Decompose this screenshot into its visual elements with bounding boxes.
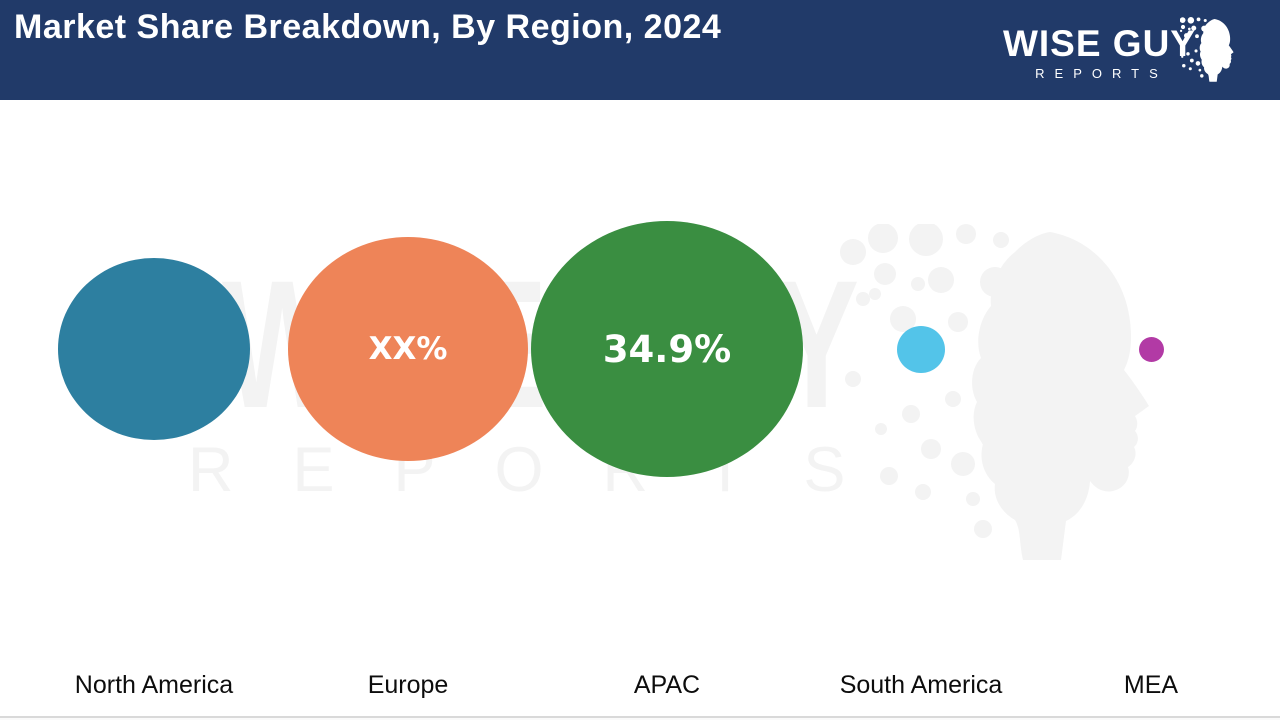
bottom-strip — [0, 718, 1280, 720]
bubble-value-label: 34.9% — [602, 327, 732, 371]
axis-label-apac: APAC — [633, 671, 701, 699]
head-profile-dots-watermark — [823, 224, 1163, 564]
watermark-subtext: REPORTS — [188, 435, 905, 505]
axis-label-north-america: North America — [74, 671, 234, 699]
bubble-value-label: XX% — [368, 331, 448, 367]
chart-title: Market Share Breakdown, By Region, 2024 — [14, 8, 722, 46]
bubble-north-america — [58, 258, 250, 440]
bubble-mea — [1138, 336, 1164, 362]
bubble-europe: XX% — [288, 237, 528, 461]
brand-logo: WISE GUY REPORTS — [1003, 6, 1266, 94]
header-bar: Market Share Breakdown, By Region, 2024 … — [0, 0, 1280, 100]
axis-label-mea: MEA — [1123, 671, 1179, 699]
brand-logo-text: WISE GUY REPORTS — [1002, 23, 1196, 81]
bubble-south-america — [897, 325, 945, 373]
axis-label-south-america: South America — [839, 671, 1003, 699]
logo-subtext: REPORTS — [1035, 65, 1168, 81]
head-profile-dots-icon — [1180, 9, 1266, 91]
bubble-apac: 34.9% — [531, 221, 803, 477]
logo-wordmark: WISE GUY — [1002, 23, 1196, 65]
axis-label-europe: Europe — [367, 671, 449, 699]
bottom-divider — [0, 716, 1280, 718]
